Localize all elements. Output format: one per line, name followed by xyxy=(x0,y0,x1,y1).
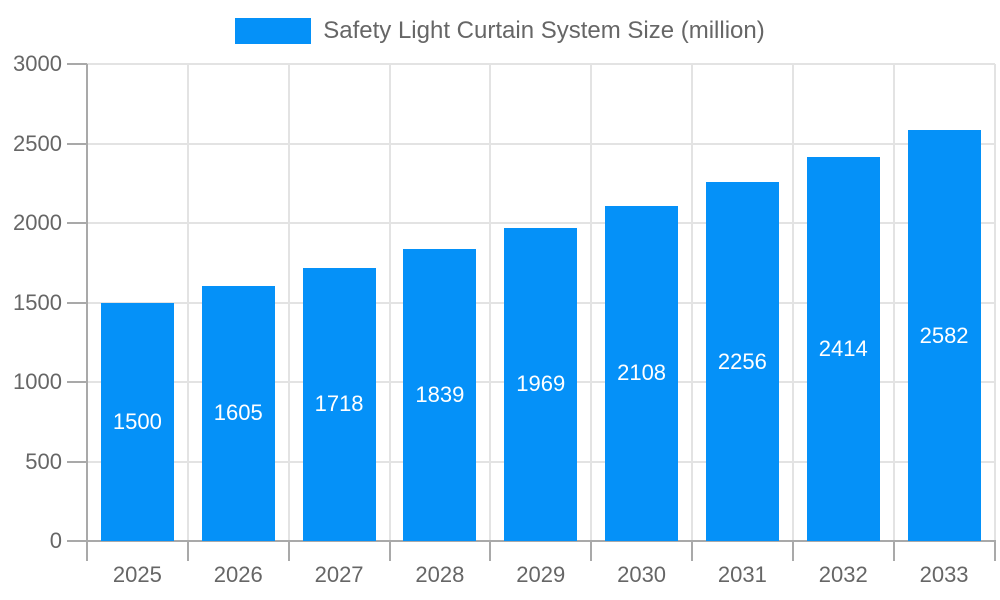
x-axis-tick-label: 2031 xyxy=(717,562,767,587)
x-axis-tick-label: 2029 xyxy=(516,562,566,587)
bar-2025 xyxy=(100,302,174,541)
gridline-v xyxy=(993,64,996,541)
gridline-v xyxy=(791,64,794,541)
bar-2029 xyxy=(504,227,578,541)
x-axis-tick xyxy=(287,541,290,561)
legend-series-label: Safety Light Curtain System Size (millio… xyxy=(323,17,765,44)
x-axis-tick-label: 2033 xyxy=(919,562,969,587)
bar-value-2026: 1605 xyxy=(213,400,263,426)
x-axis-line xyxy=(86,540,996,542)
bar-2028 xyxy=(403,248,477,541)
x-axis-tick-label: 2032 xyxy=(818,562,868,587)
bar-value-2029: 1969 xyxy=(516,371,566,397)
x-axis-tick-label: 2027 xyxy=(314,562,364,587)
y-axis-tick-label: 500 xyxy=(25,448,62,474)
x-axis-tick-label: 2025 xyxy=(112,562,162,587)
x-axis-tick xyxy=(489,541,492,561)
x-axis-tick xyxy=(892,541,895,561)
y-axis-tick xyxy=(67,142,87,145)
bar-2033 xyxy=(907,130,981,541)
bar-2032 xyxy=(806,157,880,541)
bar-2030 xyxy=(605,205,679,541)
bar-value-2030: 2108 xyxy=(617,360,667,386)
x-axis-tick xyxy=(993,541,996,561)
legend-color-swatch xyxy=(235,18,312,44)
x-axis-tick xyxy=(691,541,693,561)
x-axis-tick xyxy=(186,541,189,561)
bar-value-2027: 1718 xyxy=(314,391,364,417)
y-axis-tick-label: 2000 xyxy=(13,210,62,235)
gridline-h xyxy=(87,222,995,224)
gridline-v xyxy=(388,64,391,541)
bar-2026 xyxy=(201,285,275,541)
y-axis-tick-label: 0 xyxy=(49,528,62,553)
bar-2031 xyxy=(705,182,779,541)
y-axis-tick xyxy=(67,301,87,304)
gridline-v xyxy=(590,64,593,541)
x-axis-tick xyxy=(791,541,794,561)
gridline-v xyxy=(287,64,290,541)
y-axis-tick xyxy=(67,540,87,542)
chart-legend: Safety Light Curtain System Size (millio… xyxy=(0,17,1000,45)
gridline-v xyxy=(186,64,189,541)
y-axis-tick xyxy=(67,63,87,65)
bar-2027 xyxy=(302,267,376,541)
x-axis-tick xyxy=(86,541,88,561)
bar-value-2032: 2414 xyxy=(818,336,868,362)
gridline-v xyxy=(691,64,693,541)
x-axis-tick-label: 2028 xyxy=(415,562,465,587)
bar-value-2025: 1500 xyxy=(112,408,162,434)
y-axis-tick xyxy=(67,381,87,383)
gridline-h xyxy=(87,142,995,145)
y-axis-tick xyxy=(67,460,87,463)
bar-value-2033: 2582 xyxy=(919,322,969,348)
bar-value-2031: 2256 xyxy=(717,348,767,374)
gridline-v xyxy=(489,64,492,541)
x-axis-tick xyxy=(590,541,593,561)
gridline-h xyxy=(87,63,995,65)
y-axis-tick-label: 2500 xyxy=(13,130,62,156)
x-axis-tick-label: 2030 xyxy=(617,562,667,587)
bar-value-2028: 1839 xyxy=(415,381,465,407)
y-axis-tick-label: 1500 xyxy=(13,289,62,315)
y-axis-line xyxy=(86,64,88,541)
x-axis-tick-label: 2026 xyxy=(213,562,263,587)
y-axis-tick-label: 3000 xyxy=(13,51,62,76)
x-axis-tick xyxy=(388,541,391,561)
gridline-v xyxy=(892,64,895,541)
y-axis-tick-label: 1000 xyxy=(13,369,62,394)
y-axis-tick xyxy=(67,222,87,224)
